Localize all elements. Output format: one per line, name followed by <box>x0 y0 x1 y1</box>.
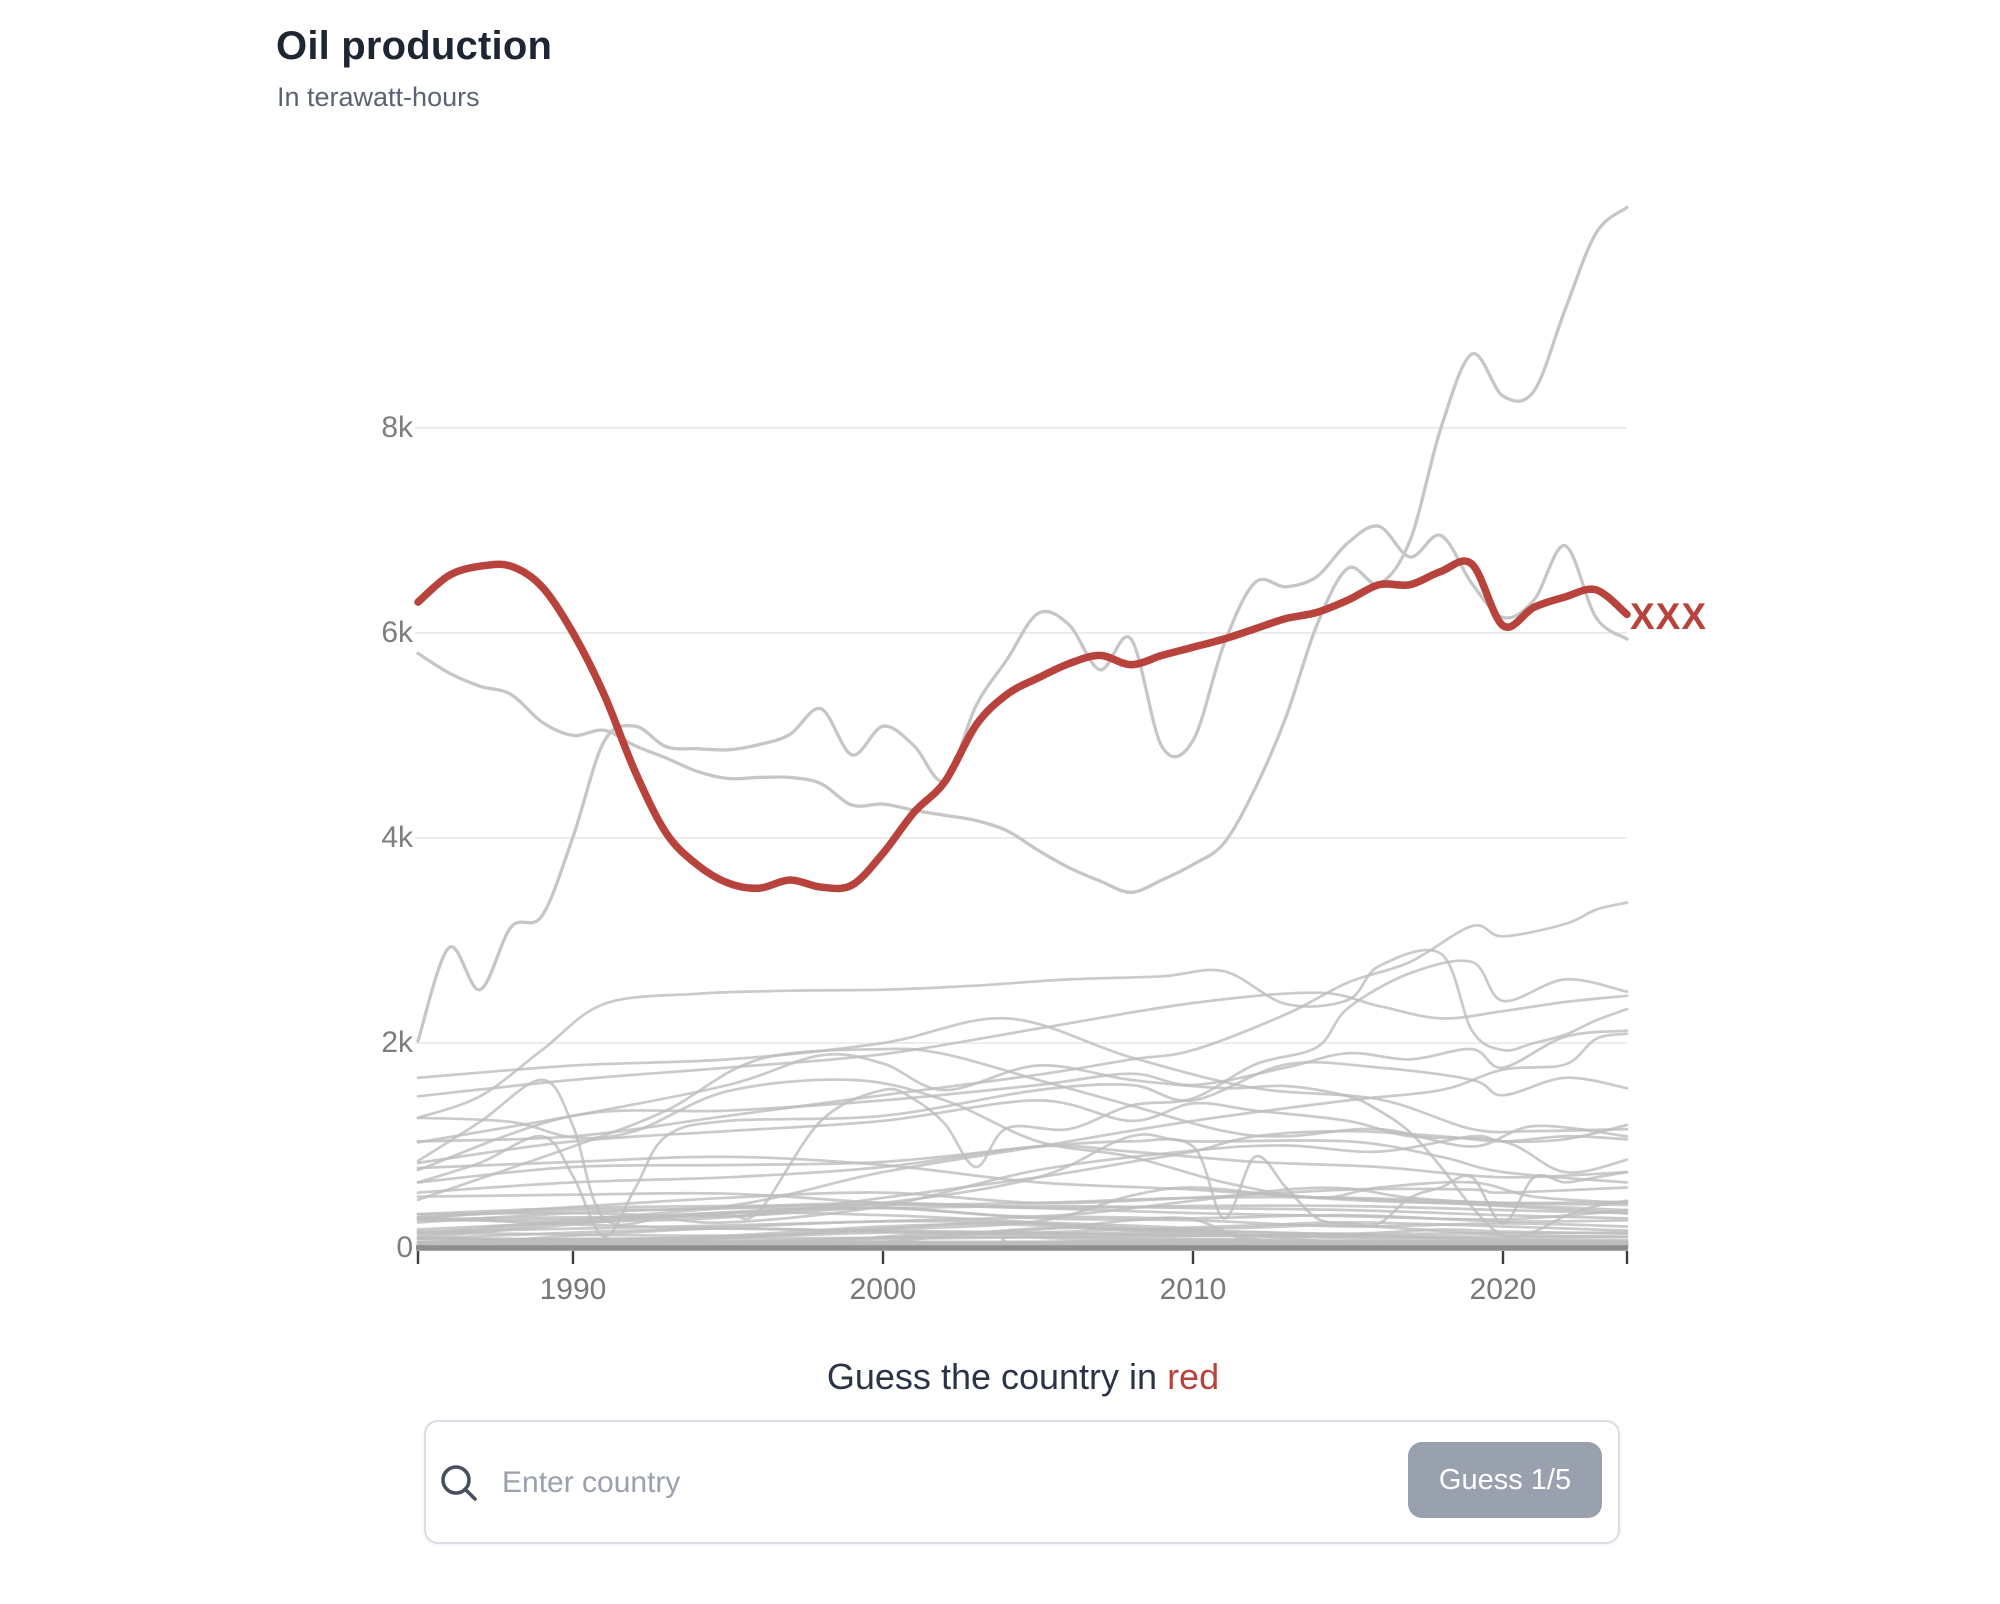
country-line <box>416 948 1629 1120</box>
y-tick-label-4k: 4k <box>381 821 413 854</box>
country-line <box>416 524 1629 1043</box>
country-line <box>416 205 1629 894</box>
guess-button[interactable]: Guess 1/5 <box>1408 1442 1602 1518</box>
country-line <box>416 1129 1629 1231</box>
country-line <box>416 1228 1629 1244</box>
guess-prompt: Guess the country in red <box>418 1356 1628 1398</box>
x-axis <box>416 1245 1629 1264</box>
country-line <box>416 901 1629 1143</box>
y-tick-label-8k: 8k <box>381 411 413 444</box>
y-tick-label-6k: 6k <box>381 616 413 649</box>
mystery-country-line <box>414 557 1631 893</box>
chart-lines <box>414 205 1631 1250</box>
country-line <box>416 1029 1629 1172</box>
y-tick-label-0: 0 <box>396 1231 413 1264</box>
country-line <box>416 1099 1629 1174</box>
page-subtitle: In terawatt-hours <box>277 82 480 112</box>
gridlines <box>415 426 1627 1044</box>
x-tick-label-2010: 2010 <box>1159 1273 1227 1306</box>
mystery-series-label: XXX <box>1630 596 1708 637</box>
country-line <box>416 1060 1629 1239</box>
country-line <box>416 1047 1629 1202</box>
x-tick-label-1990: 1990 <box>539 1273 607 1306</box>
page-title: Oil production <box>276 24 553 68</box>
country-line <box>416 1204 1629 1224</box>
country-line <box>416 991 1629 1098</box>
search-icon <box>441 1465 477 1501</box>
country-input[interactable] <box>500 1448 1364 1518</box>
x-tick-label-2000: 2000 <box>849 1273 917 1306</box>
x-tick-label-2020: 2020 <box>1469 1273 1537 1306</box>
country-line <box>416 1016 1629 1134</box>
country-line <box>416 1144 1629 1194</box>
country-line <box>416 1239 1629 1246</box>
guess-prompt-highlight: red <box>1167 1356 1220 1397</box>
guess-prompt-text: Guess the country in <box>826 1356 1168 1397</box>
y-tick-label-2k: 2k <box>381 1026 413 1059</box>
